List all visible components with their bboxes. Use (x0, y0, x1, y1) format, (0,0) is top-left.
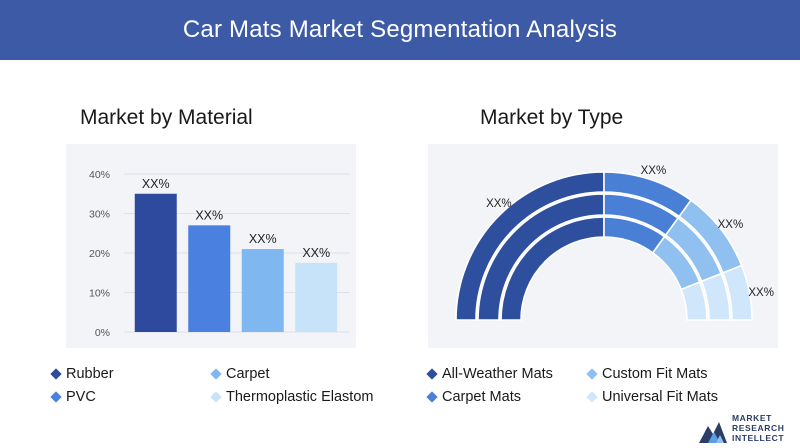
donut-data-label: XX% (748, 287, 774, 299)
legend-item-custom-fit: Custom Fit Mats (586, 366, 708, 382)
legend-item-universal-fit: Universal Fit Mats (586, 389, 719, 405)
material-bar-chart-panel: 0% 10% 20% 30% 40% XX% XX% XX% XX% (66, 144, 356, 348)
donut-data-label: XX% (486, 198, 512, 210)
y-tick-label: 10% (89, 288, 110, 300)
donut-segment-4-ring-1 (721, 264, 753, 321)
material-bar-chart: 0% 10% 20% 30% 40% XX% XX% XX% XX% (89, 169, 350, 339)
legend-item-thermoplastic: Thermoplastic Elastom (210, 389, 374, 405)
bar-3 (241, 249, 284, 332)
legend-label: Custom Fit Mats (602, 366, 708, 382)
y-tick-label: 30% (89, 209, 110, 221)
logo-line-3: INTELLECT (732, 433, 785, 443)
legend-label: All-Weather Mats (442, 366, 553, 382)
bar-data-label: XX% (302, 246, 330, 260)
legend-label: Universal Fit Mats (602, 389, 719, 405)
legend-item-carpet: Carpet (210, 366, 270, 382)
type-semi-donut-chart: XX% XX% XX% XX% (455, 165, 774, 321)
legend-item-pvc: PVC (50, 389, 96, 405)
legend-item-rubber: Rubber (50, 366, 114, 382)
bar-2 (188, 225, 231, 332)
logo-text: MARKET RESEARCH INTELLECT (732, 413, 785, 443)
logo-mountain-icon (699, 422, 727, 443)
legend-marker-icon (426, 368, 438, 380)
y-tick-label: 20% (89, 248, 110, 260)
legend-label: Thermoplastic Elastom (226, 389, 374, 405)
bar-1 (134, 193, 177, 332)
legend-label: Rubber (66, 366, 114, 382)
donut-segment-4-ring-3 (680, 281, 708, 321)
bar-data-label: XX% (195, 208, 223, 222)
bar-data-label: XX% (142, 177, 170, 191)
legend-marker-icon (586, 368, 598, 380)
donut-segment-4-ring-2 (700, 272, 731, 321)
logo-line-2: RESEARCH (732, 423, 785, 433)
legend-label: Carpet (226, 366, 270, 382)
page-header: Car Mats Market Segmentation Analysis (0, 0, 800, 60)
legend-marker-icon (50, 391, 62, 403)
type-chart-title: Market by Type (480, 106, 624, 129)
page-title: Car Mats Market Segmentation Analysis (182, 16, 618, 43)
legend-marker-icon (210, 391, 222, 403)
y-tick-label: 40% (89, 169, 110, 181)
logo-line-1: MARKET (732, 413, 772, 423)
type-donut-chart-panel: XX% XX% XX% XX% (428, 144, 778, 348)
y-tick-label: 0% (95, 327, 110, 339)
legend-marker-icon (586, 391, 598, 403)
donut-data-label: XX% (718, 219, 744, 231)
legend-marker-icon (210, 368, 222, 380)
legend-label: PVC (66, 389, 96, 405)
donut-data-label: XX% (641, 165, 667, 177)
legend-marker-icon (426, 391, 438, 403)
legend-item-all-weather: All-Weather Mats (426, 366, 553, 382)
bar-4 (295, 262, 338, 332)
legend-marker-icon (50, 368, 62, 380)
material-chart-title: Market by Material (80, 106, 253, 129)
legend-label: Carpet Mats (442, 389, 521, 405)
bar-data-label: XX% (249, 232, 277, 246)
market-research-intellect-logo: MARKET RESEARCH INTELLECT (698, 412, 798, 446)
legend-item-carpet-mats: Carpet Mats (426, 389, 521, 405)
